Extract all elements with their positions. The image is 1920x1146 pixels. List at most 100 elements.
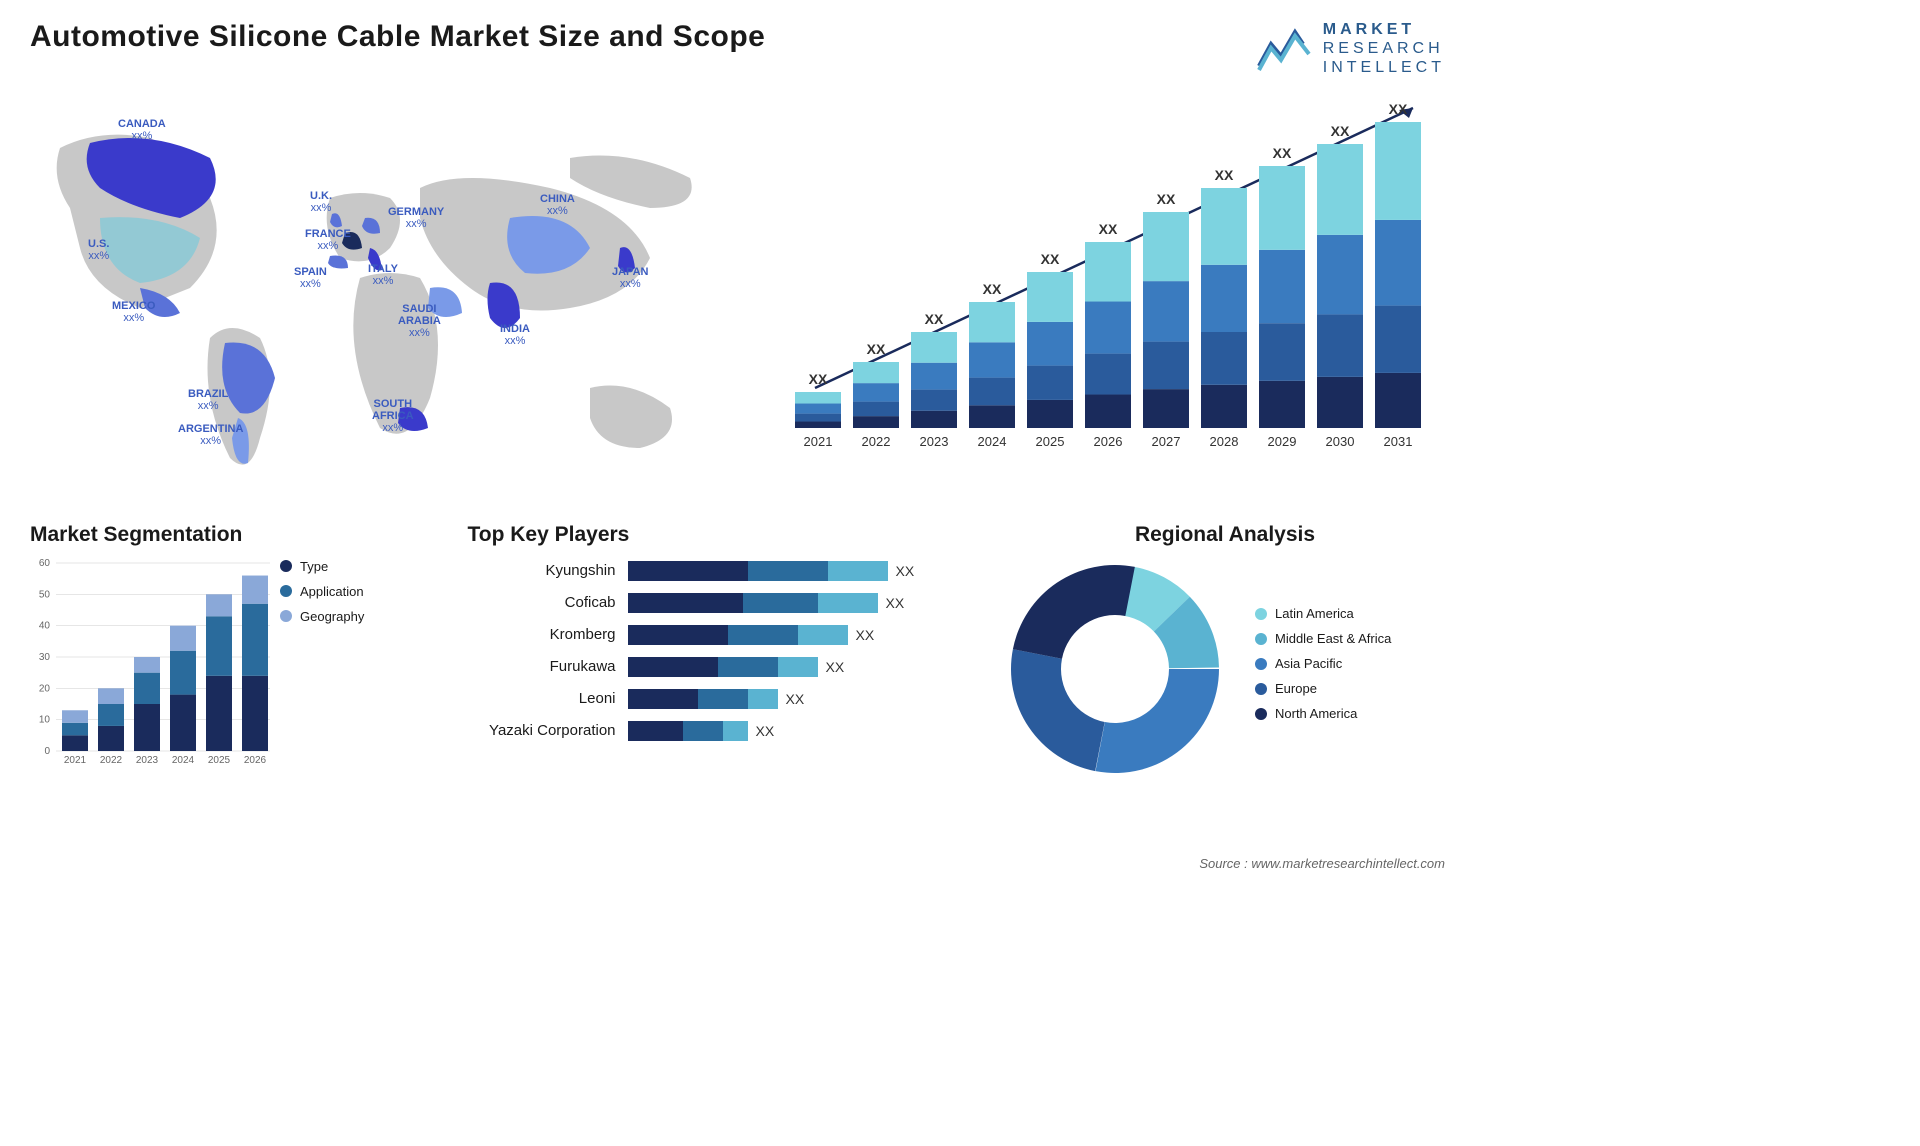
svg-text:2027: 2027 bbox=[1152, 434, 1181, 449]
legend-item: Latin America bbox=[1255, 606, 1391, 621]
growth-bar-chart: XX 2021 XX 2022 XX 2023 XX 2024 XX 2025 XX 2026 XX 20… bbox=[785, 98, 1445, 458]
regional-donut bbox=[1005, 559, 1225, 779]
legend-item: Asia Pacific bbox=[1255, 656, 1391, 671]
player-value: XX bbox=[856, 627, 875, 643]
player-name: Coficab bbox=[468, 594, 628, 611]
map-label: FRANCExx% bbox=[305, 228, 351, 252]
svg-text:2021: 2021 bbox=[64, 755, 87, 766]
page-title: Automotive Silicone Cable Market Size an… bbox=[30, 20, 765, 54]
map-label: CANADAxx% bbox=[118, 118, 166, 142]
svg-text:XX: XX bbox=[1157, 191, 1176, 207]
map-label: ARGENTINAxx% bbox=[178, 423, 243, 447]
player-bar bbox=[628, 657, 818, 677]
player-row: Kromberg XX bbox=[468, 623, 948, 647]
player-row: Kyungshin XX bbox=[468, 559, 948, 583]
player-value: XX bbox=[826, 659, 845, 675]
player-bar bbox=[628, 593, 878, 613]
player-bar bbox=[628, 625, 848, 645]
regional-legend: Latin America Middle East & Africa Asia Pa… bbox=[1255, 606, 1391, 731]
map-label: INDIAxx% bbox=[500, 323, 530, 347]
svg-text:XX: XX bbox=[1041, 251, 1060, 267]
svg-text:2026: 2026 bbox=[244, 755, 267, 766]
segmentation-chart: 0102030405060202120222023202420252026 bbox=[30, 559, 260, 769]
map-label: BRAZILxx% bbox=[188, 388, 228, 412]
svg-text:2028: 2028 bbox=[1210, 434, 1239, 449]
segmentation-panel: Market Segmentation 0 10 20 30 40 50 60 2021 202… bbox=[30, 523, 410, 779]
svg-text:XX: XX bbox=[1099, 221, 1118, 237]
svg-text:10: 10 bbox=[39, 714, 51, 725]
svg-text:2024: 2024 bbox=[978, 434, 1007, 449]
player-row: Furukawa XX bbox=[468, 655, 948, 679]
map-label: SPAINxx% bbox=[294, 266, 327, 290]
svg-text:XX: XX bbox=[867, 341, 886, 357]
players-title: Top Key Players bbox=[468, 523, 948, 547]
map-label: SOUTHAFRICAxx% bbox=[372, 398, 414, 434]
svg-text:2025: 2025 bbox=[208, 755, 231, 766]
player-name: Leoni bbox=[468, 690, 628, 707]
map-label: SAUDIARABIAxx% bbox=[398, 303, 441, 339]
regional-title: Regional Analysis bbox=[1005, 523, 1445, 547]
logo-icon bbox=[1257, 26, 1313, 72]
svg-text:XX: XX bbox=[1389, 101, 1408, 117]
player-name: Furukawa bbox=[468, 658, 628, 675]
player-row: Leoni XX bbox=[468, 687, 948, 711]
player-row: Yazaki CorporationXX bbox=[468, 719, 948, 743]
map-label: MEXICOxx% bbox=[112, 300, 155, 324]
svg-text:XX: XX bbox=[1273, 145, 1292, 161]
player-bar bbox=[628, 689, 778, 709]
map-label: U.K.xx% bbox=[310, 190, 332, 214]
svg-text:60: 60 bbox=[39, 559, 51, 569]
map-label: CHINAxx% bbox=[540, 193, 575, 217]
svg-text:2029: 2029 bbox=[1268, 434, 1297, 449]
svg-text:0: 0 bbox=[44, 746, 50, 757]
logo-line2: RESEARCH bbox=[1323, 39, 1445, 58]
legend-item: Europe bbox=[1255, 681, 1391, 696]
svg-text:2025: 2025 bbox=[1036, 434, 1065, 449]
logo-line1: MARKET bbox=[1323, 20, 1445, 39]
map-label: ITALYxx% bbox=[368, 263, 398, 287]
svg-text:XX: XX bbox=[925, 311, 944, 327]
player-value: XX bbox=[886, 595, 905, 611]
player-row: Coficab XX bbox=[468, 591, 948, 615]
players-panel: Top Key Players KyungshinXXCoficabXXKrom… bbox=[468, 523, 948, 779]
svg-text:30: 30 bbox=[39, 652, 51, 663]
legend-item: Application bbox=[280, 584, 364, 599]
regional-panel: Regional Analysis Latin America Middle Ea… bbox=[1005, 523, 1445, 779]
logo: MARKET RESEARCH INTELLECT bbox=[1257, 20, 1445, 78]
player-name: Kromberg bbox=[468, 626, 628, 643]
svg-text:2030: 2030 bbox=[1326, 434, 1355, 449]
svg-text:XX: XX bbox=[1215, 167, 1234, 183]
legend-item: North America bbox=[1255, 706, 1391, 721]
svg-text:2023: 2023 bbox=[920, 434, 949, 449]
svg-text:40: 40 bbox=[39, 620, 51, 631]
logo-line3: INTELLECT bbox=[1323, 58, 1445, 77]
svg-text:2022: 2022 bbox=[862, 434, 891, 449]
player-name: Kyungshin bbox=[468, 562, 628, 579]
player-value: XX bbox=[756, 723, 775, 739]
svg-text:XX: XX bbox=[983, 281, 1002, 297]
svg-text:2023: 2023 bbox=[136, 755, 159, 766]
svg-text:20: 20 bbox=[39, 683, 51, 694]
svg-text:XX: XX bbox=[809, 371, 828, 387]
map-label: JAPANxx% bbox=[612, 266, 648, 290]
svg-text:2021: 2021 bbox=[804, 434, 833, 449]
legend-item: Middle East & Africa bbox=[1255, 631, 1391, 646]
world-map-panel: CANADAxx% U.S.xx% MEXICOxx% BRAZILxx% ARGENT… bbox=[30, 98, 745, 498]
segmentation-title: Market Segmentation bbox=[30, 523, 410, 547]
svg-text:50: 50 bbox=[39, 589, 51, 600]
svg-text:2024: 2024 bbox=[172, 755, 195, 766]
svg-text:2026: 2026 bbox=[1094, 434, 1123, 449]
source-attribution: Source : www.marketresearchintellect.com bbox=[1199, 856, 1445, 871]
player-value: XX bbox=[896, 563, 915, 579]
svg-text:2022: 2022 bbox=[100, 755, 123, 766]
player-value: XX bbox=[786, 691, 805, 707]
svg-text:2031: 2031 bbox=[1384, 434, 1413, 449]
segmentation-legend: Type Application Geography bbox=[280, 559, 364, 769]
svg-text:XX: XX bbox=[1331, 123, 1350, 139]
legend-item: Geography bbox=[280, 609, 364, 624]
legend-item: Type bbox=[280, 559, 364, 574]
map-label: U.S.xx% bbox=[88, 238, 109, 262]
map-label: GERMANYxx% bbox=[388, 206, 444, 230]
player-bar bbox=[628, 721, 748, 741]
player-bar bbox=[628, 561, 888, 581]
